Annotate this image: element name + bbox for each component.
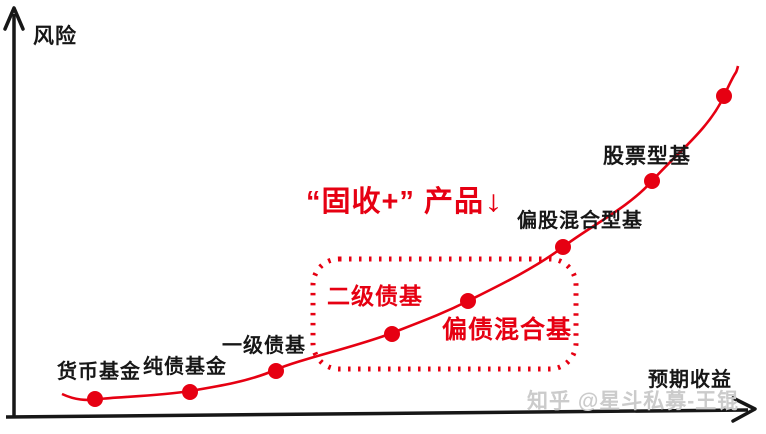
data-point-top-unlabeled (716, 88, 732, 104)
data-points (87, 88, 732, 407)
down-arrow-icon: ↓ (484, 185, 504, 218)
fixed-income-plus-headline: “固收+” 产品↓ (306, 185, 504, 218)
x-axis-arrow-icon (731, 396, 757, 423)
point-label-tier2-bond-fund: 二级债基 (327, 283, 423, 309)
data-point-equity-biased-hybrid (555, 239, 571, 255)
point-label-bond-biased-hybrid: 偏债混合基 (442, 316, 573, 344)
risk-return-curve (61, 65, 740, 402)
data-point-equity-fund (644, 173, 660, 189)
point-label-money-fund: 货币基金 (57, 361, 141, 383)
data-point-tier2-bond-fund (384, 326, 400, 342)
point-label-pure-bond-fund: 纯债基金 (143, 356, 227, 378)
data-point-bond-biased-hybrid (460, 293, 476, 309)
data-point-money-fund (87, 391, 103, 407)
data-point-tier1-bond-fund (268, 363, 284, 379)
headline-text: “固收+” 产品 (306, 186, 484, 218)
fixed-income-plus-dotted-box (310, 256, 579, 372)
point-label-equity-biased-hybrid: 偏股混合型基 (517, 210, 643, 232)
y-axis-label: 风险 (33, 25, 77, 48)
x-axis-label: 预期收益 (648, 369, 732, 391)
point-label-equity-fund: 股票型基 (603, 145, 691, 168)
y-axis-arrow-icon (3, 6, 25, 31)
data-point-pure-bond-fund (182, 384, 198, 400)
y-axis (3, 6, 25, 417)
point-label-tier1-bond-fund: 一级债基 (222, 335, 306, 357)
zhihu-watermark: 知乎 @星斗私募-王锟 (527, 390, 740, 413)
x-axis (5, 396, 757, 423)
